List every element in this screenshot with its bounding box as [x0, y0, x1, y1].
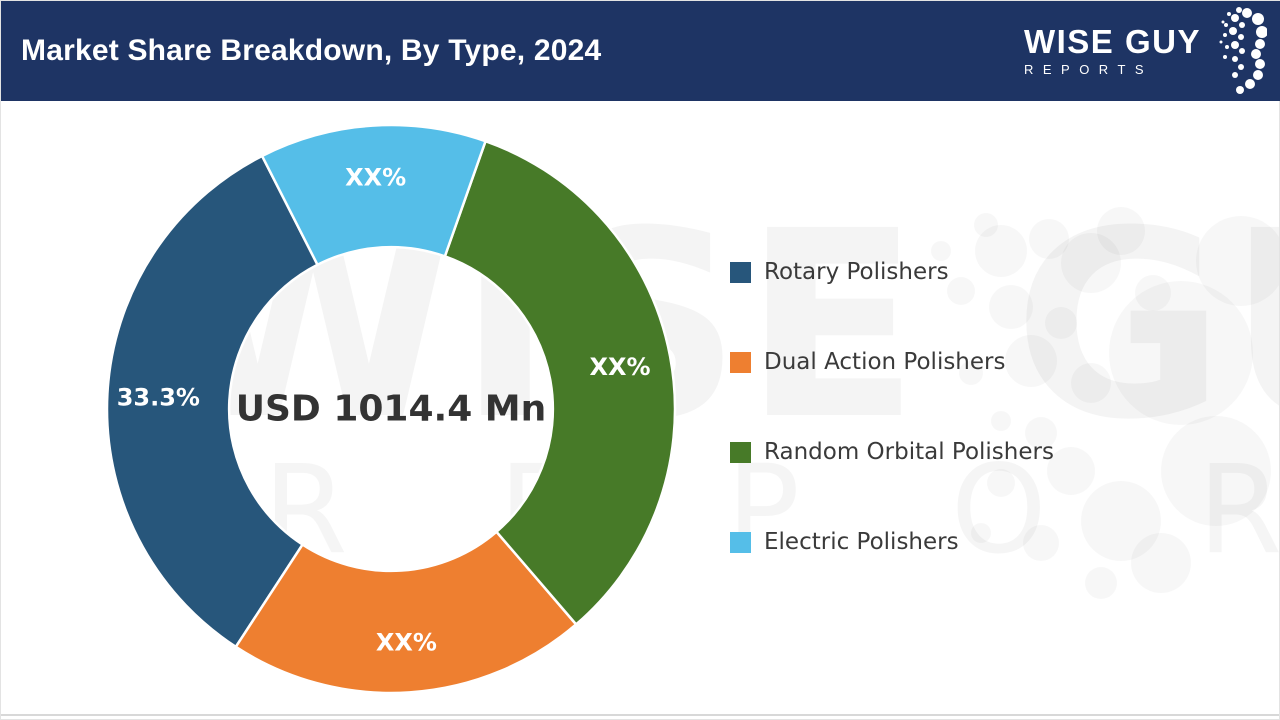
legend-swatch-icon — [730, 531, 751, 553]
donut-segment-electric-polishers — [260, 123, 487, 267]
segment-value-label: 33.3% — [117, 384, 200, 412]
donut-segment-dual-action-polishers — [234, 530, 578, 695]
segment-value-label: XX% — [589, 353, 650, 381]
wise-guy-reports-logo: WISE GUY REPORTS — [1024, 4, 1267, 98]
legend-label: Electric Polishers — [764, 529, 959, 555]
legend-swatch-icon — [730, 261, 751, 283]
donut-segment-rotary-polishers — [105, 154, 319, 649]
donut-segment-random-orbital-polishers — [443, 139, 677, 626]
legend-label: Dual Action Polishers — [764, 349, 1006, 375]
logo-face-icon — [1219, 7, 1267, 94]
legend-label: Random Orbital Polishers — [764, 439, 1054, 465]
legend-item: Random Orbital Polishers — [730, 437, 1054, 467]
logo-wordmark: WISE GUY — [1023, 23, 1201, 60]
bottom-divider — [1, 714, 1279, 716]
segment-value-label: XX% — [376, 628, 437, 656]
chart-center-value: USD 1014.4 Mn — [235, 388, 547, 430]
legend-swatch-icon — [730, 351, 751, 373]
header-bar: Market Share Breakdown, By Type, 2024 WI… — [1, 1, 1280, 101]
segment-value-label: XX% — [345, 164, 406, 192]
legend-item: Dual Action Polishers — [730, 347, 1054, 377]
page-title: Market Share Breakdown, By Type, 2024 — [21, 34, 602, 67]
legend-swatch-icon — [730, 441, 751, 463]
legend-label: Rotary Polishers — [764, 259, 949, 285]
legend-item: Rotary Polishers — [730, 257, 1054, 287]
chart-legend: Rotary Polishers Dual Action Polishers Ran… — [730, 257, 1054, 557]
donut-chart: 33.3% XX% XX% XX% — [105, 123, 677, 695]
legend-item: Electric Polishers — [730, 527, 1054, 557]
logo-subtitle: REPORTS — [1023, 62, 1154, 77]
